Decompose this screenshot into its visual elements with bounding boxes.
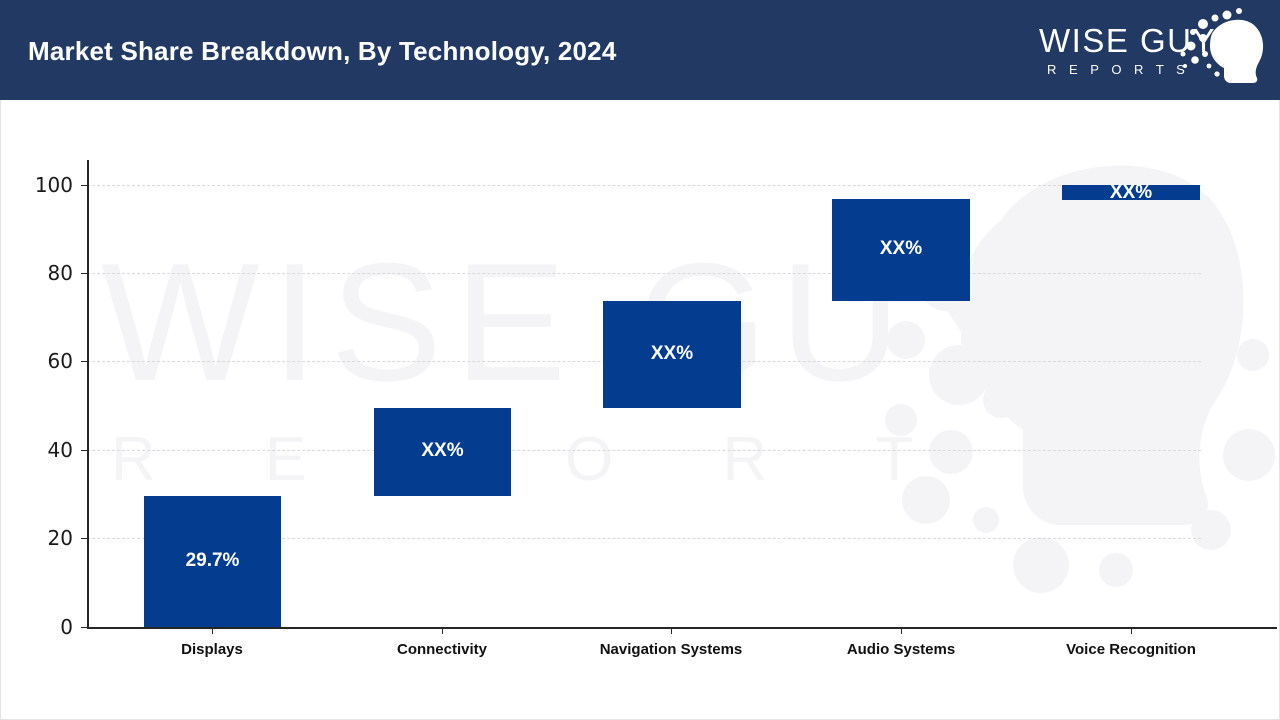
bar-voice-recognition[interactable]	[1062, 185, 1200, 200]
y-tick-mark-0	[81, 627, 88, 628]
y-tick-mark-80	[81, 273, 88, 274]
bar-label-displays: 29.7%	[185, 550, 240, 571]
x-axis-label-connectivity: Connectivity	[396, 641, 487, 658]
y-tick-mark-20	[81, 538, 88, 539]
plot-area: 100 80 60 40 20 0 29.7% Displays XX% Con…	[1, 100, 1279, 719]
x-tick-mark-navigation-systems	[671, 627, 672, 634]
logo-wordmark-primary: WISE GUY	[1039, 22, 1216, 59]
page-title: Market Share Breakdown, By Technology, 2…	[28, 36, 617, 66]
y-tick-mark-60	[81, 361, 88, 362]
page-header: Market Share Breakdown, By Technology, 2…	[0, 0, 1280, 100]
bar-audio-systems[interactable]	[832, 199, 970, 301]
bar-label-connectivity: XX%	[421, 440, 464, 461]
y-tick-label-40: 40	[47, 438, 73, 462]
y-tick-label-20: 20	[47, 526, 73, 550]
bar-navigation-systems[interactable]	[603, 301, 741, 408]
y-tick-mark-100	[81, 185, 88, 186]
gridline-80	[87, 273, 1201, 274]
bar-label-voice-recognition: XX%	[1109, 182, 1153, 203]
y-tick-label-60: 60	[47, 349, 73, 373]
y-axis	[87, 160, 89, 628]
y-tick-label-100: 100	[34, 173, 73, 197]
x-tick-mark-connectivity	[442, 627, 443, 634]
chart-container: WISE GUY R E P O R T S	[0, 100, 1280, 720]
y-tick-label-80: 80	[47, 261, 73, 285]
x-tick-mark-voice-recognition	[1131, 627, 1132, 634]
x-tick-mark-displays	[212, 627, 213, 634]
bar-label-navigation-systems: XX%	[650, 343, 694, 364]
logo-head-icon	[1180, 8, 1264, 83]
logo-wordmark-secondary: R E P O R T S	[1047, 62, 1189, 77]
x-axis-label-navigation-systems: Navigation Systems	[599, 641, 743, 658]
bar-displays[interactable]	[144, 496, 281, 627]
x-axis-label-voice-recognition: Voice Recognition	[1066, 641, 1196, 658]
gridline-100	[87, 185, 1201, 186]
x-axis-label-audio-systems: Audio Systems	[846, 641, 956, 658]
gridline-40	[87, 450, 1201, 451]
x-axis-label-displays: Displays	[181, 641, 243, 658]
gridline-20	[87, 538, 1201, 539]
y-tick-mark-40	[81, 450, 88, 451]
x-tick-mark-audio-systems	[901, 627, 902, 634]
wise-guy-reports-logo: WISE GUY R E P O R T S	[1017, 8, 1272, 92]
bar-connectivity[interactable]	[374, 408, 511, 496]
bar-label-audio-systems: XX%	[879, 238, 923, 259]
y-tick-label-0: 0	[60, 615, 73, 639]
x-axis	[87, 627, 1277, 629]
